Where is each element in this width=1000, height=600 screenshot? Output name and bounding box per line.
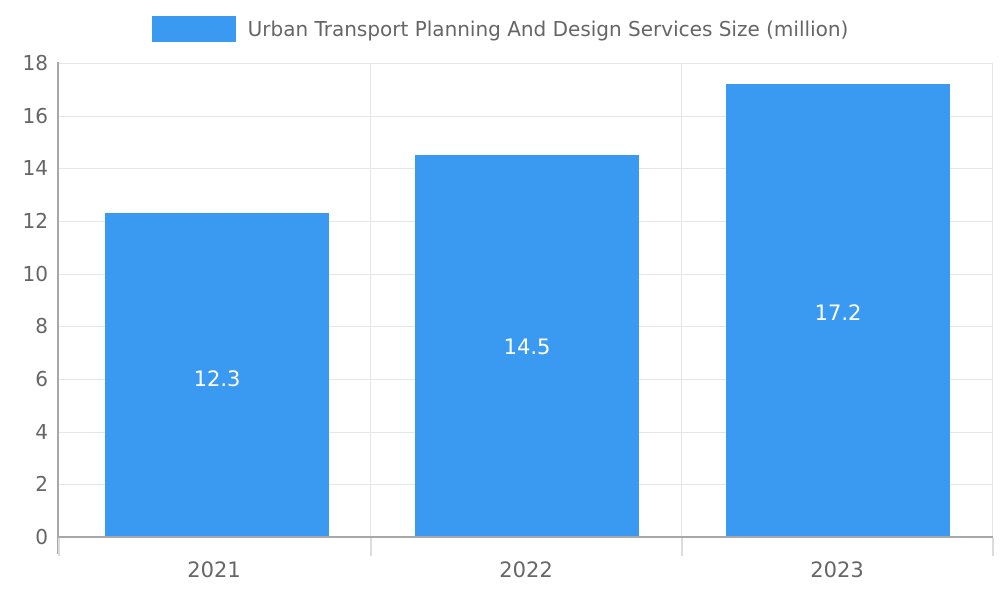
- x-axis-label-2021: 2021: [187, 558, 241, 582]
- y-tick-label-12: 12: [22, 209, 48, 233]
- y-tick-label-0: 0: [35, 525, 48, 549]
- vertical-gridline-2: [681, 63, 682, 537]
- y-tick-label-14: 14: [22, 156, 48, 180]
- y-axis-line: [57, 62, 59, 554]
- vertical-gridline-1: [370, 63, 371, 537]
- bar-label-2023: 17.2: [814, 301, 862, 325]
- x-axis-label-2023: 2023: [810, 558, 864, 582]
- x-axis-label-2022: 2022: [499, 558, 553, 582]
- x-tick-2: [681, 538, 683, 556]
- y-tick-label-18: 18: [22, 51, 48, 75]
- x-axis-line: [58, 536, 993, 538]
- y-tick-label-10: 10: [22, 262, 48, 286]
- legend-swatch-icon: [151, 16, 236, 42]
- chart-legend: Urban Transport Planning And Design Serv…: [0, 0, 1000, 58]
- gridline-18: [58, 63, 993, 64]
- legend-label: Urban Transport Planning And Design Serv…: [247, 17, 849, 41]
- x-tick-3: [992, 538, 994, 556]
- y-tick-label-16: 16: [22, 104, 48, 128]
- gridline-16: [58, 115, 993, 117]
- bar-label-2021: 12.3: [193, 367, 241, 391]
- y-axis-tick-labels: 18 16 14 12 10 8 6 4 2 0: [0, 0, 48, 600]
- y-tick-label-6: 6: [35, 367, 48, 391]
- vertical-gridline-right-edge: [992, 63, 993, 537]
- x-tick-0: [58, 538, 60, 556]
- bar-label-2022: 14.5: [503, 335, 551, 359]
- plot-area: 12.3 14.5 17.2: [58, 63, 993, 537]
- x-tick-1: [370, 538, 372, 556]
- y-tick-label-4: 4: [35, 420, 48, 444]
- legend-item-series-1[interactable]: Urban Transport Planning And Design Serv…: [151, 16, 849, 42]
- y-tick-label-2: 2: [35, 472, 48, 496]
- bar-2021[interactable]: [105, 213, 329, 537]
- y-tick-label-8: 8: [35, 314, 48, 338]
- bar-2023[interactable]: [726, 84, 950, 537]
- bar-2022[interactable]: [415, 155, 639, 537]
